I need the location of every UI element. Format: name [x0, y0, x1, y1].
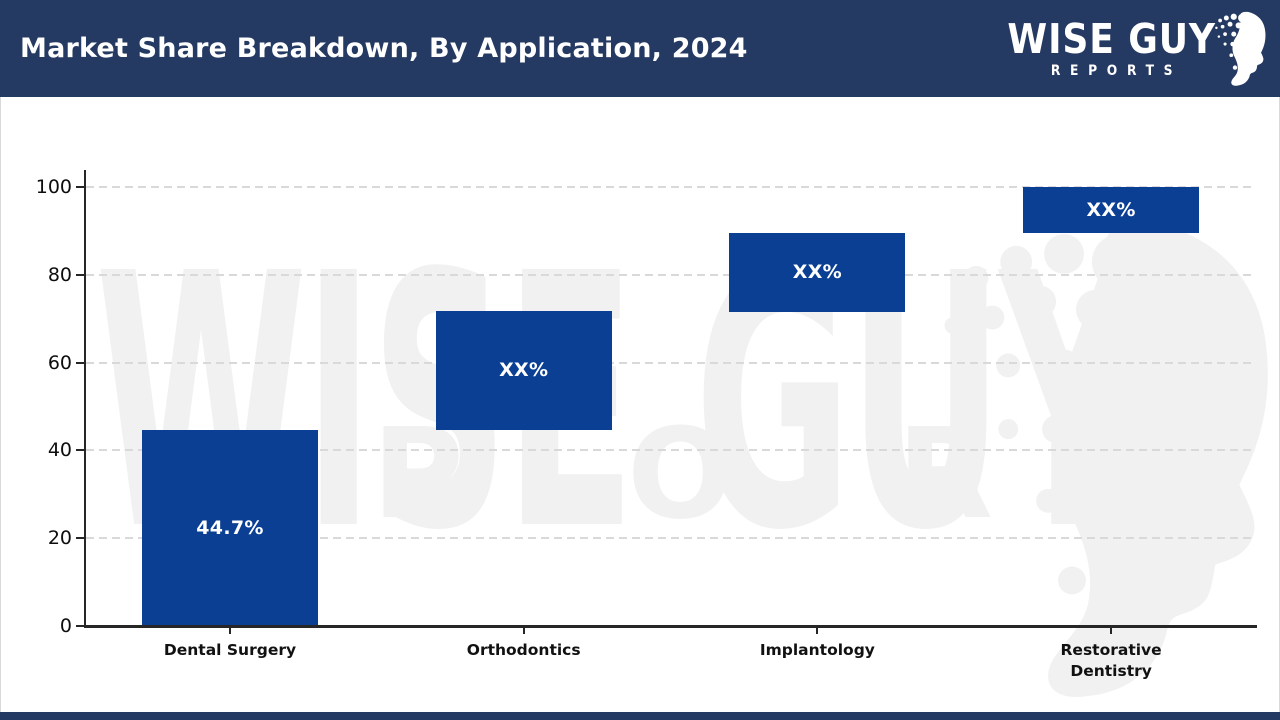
- x-tick-mark-dental-surgery: [229, 628, 231, 634]
- x-category-label-orthodontics: Orthodontics: [466, 641, 581, 659]
- logo-reports-label: REPORTS: [1050, 63, 1183, 79]
- x-axis-line: [84, 625, 1257, 628]
- y-tick-mark-20: [76, 537, 84, 540]
- y-tick-mark-60: [76, 361, 84, 364]
- logo-wiseguy-label: WISE GUY: [1007, 15, 1216, 63]
- bar-restorative-dentistry: XX%: [1023, 187, 1200, 234]
- y-tick-label-40: 40: [47, 439, 72, 462]
- bar-value-label: XX%: [499, 359, 549, 382]
- gridline-60: [86, 361, 1256, 364]
- x-category-label-restorative-dentistry: Restorative Dentistry: [1060, 641, 1162, 680]
- y-tick-mark-100: [76, 186, 84, 188]
- y-tick-mark-40: [76, 449, 84, 452]
- bar-implantology: XX%: [729, 233, 906, 312]
- gridline-20: [86, 537, 1256, 540]
- x-tick-mark-restorative-dentistry: [1110, 628, 1113, 634]
- y-tick-mark-0: [76, 625, 84, 627]
- bar-value-label: 44.7%: [196, 516, 264, 539]
- bar-dental-surgery: 44.7%: [142, 429, 318, 626]
- bar-orthodontics: XX%: [435, 310, 612, 430]
- wiseguy-logo: WISE GUY REPORTS: [979, 8, 1266, 90]
- gridline-80: [86, 273, 1256, 276]
- x-tick-mark-implantology: [816, 628, 819, 634]
- gridline-40: [86, 449, 1256, 452]
- y-tick-label-80: 80: [47, 263, 72, 286]
- header-bar: Market Share Breakdown, By Application, …: [0, 0, 1280, 97]
- gridline-100: [86, 186, 1256, 188]
- y-tick-label-0: 0: [59, 615, 72, 637]
- y-tick-label-20: 20: [47, 527, 72, 550]
- y-tick-label-60: 60: [47, 351, 72, 374]
- x-category-label-dental-surgery: Dental Surgery: [163, 641, 297, 659]
- page-title: Market Share Breakdown, By Application, …: [20, 33, 748, 64]
- x-category-label-implantology: Implantology: [759, 641, 875, 659]
- watermark-ports-text: P O R T S: [372, 402, 1280, 547]
- y-tick-mark-80: [76, 273, 84, 276]
- y-tick-label-100: 100: [35, 176, 72, 198]
- y-axis-line: [84, 170, 86, 628]
- x-tick-mark-orthodontics: [522, 628, 525, 634]
- bar-value-label: XX%: [1086, 199, 1136, 222]
- logo-text: WISE GUY REPORTS: [1007, 15, 1216, 79]
- footer-bar: [0, 712, 1280, 720]
- bar-value-label: XX%: [792, 261, 843, 284]
